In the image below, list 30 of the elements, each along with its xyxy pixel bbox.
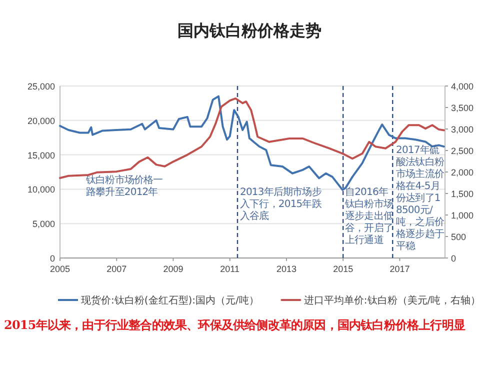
x-tick-label: 2007 [106, 264, 127, 274]
y2-tick-label: 1,000 [451, 210, 474, 220]
y-tick-label: 0 [50, 254, 55, 264]
y-tick-label: 25,000 [27, 82, 55, 92]
y-tick-label: 5,000 [32, 219, 55, 230]
x-tick-label: 2017 [390, 264, 410, 274]
x-tick-label: 2011 [220, 264, 240, 274]
x-tick-label: 2013 [276, 264, 296, 274]
y2-tick-label: 3,000 [451, 124, 474, 134]
y-tick-label: 15,000 [27, 150, 55, 160]
y2-tick-label: 2,500 [451, 146, 474, 156]
annotation: 2013年后期市场步入下行，2015年跌入谷底 [240, 187, 322, 223]
annotation: 自2016年钛白粉市场逐步走出低谷，开启了上行通道 [345, 187, 394, 247]
text: 2017年硫酸法钛白粉市场主流价格在4-5月份达到了18500元/吨，之后价格逐步趋于平稳 [396, 145, 444, 252]
chart-title: 国内钛白粉价格走势 [178, 21, 322, 40]
x-tick-label: 2015 [333, 264, 354, 274]
legend-label: 现货价:钛白粉(金红石型):国内（元/吨） [81, 294, 259, 306]
annotation: 钛白粉市场价格一路攀升至2012年 [86, 175, 164, 199]
x-tick-label: 2009 [163, 264, 184, 274]
y2-tick-label: 1,500 [451, 189, 474, 199]
y2-tick-label: 2,000 [451, 168, 474, 178]
y2-tick-label: 0 [451, 254, 456, 264]
legend-label: 进口平均单价:钛白粉（美元/吨，右轴） [304, 294, 481, 306]
y2-tick-label: 3,500 [451, 103, 474, 113]
text: 2015年以来，由于行业整合的效果、环保及供给侧改革的原因，国内钛白粉价格上行明显 [4, 318, 466, 333]
y-tick-label: 10,000 [27, 184, 55, 195]
y2-tick-label: 4,000 [451, 82, 474, 92]
y-tick-label: 20,000 [27, 116, 55, 126]
y2-tick-label: 500 [451, 232, 466, 242]
x-tick-label: 2005 [50, 264, 70, 274]
